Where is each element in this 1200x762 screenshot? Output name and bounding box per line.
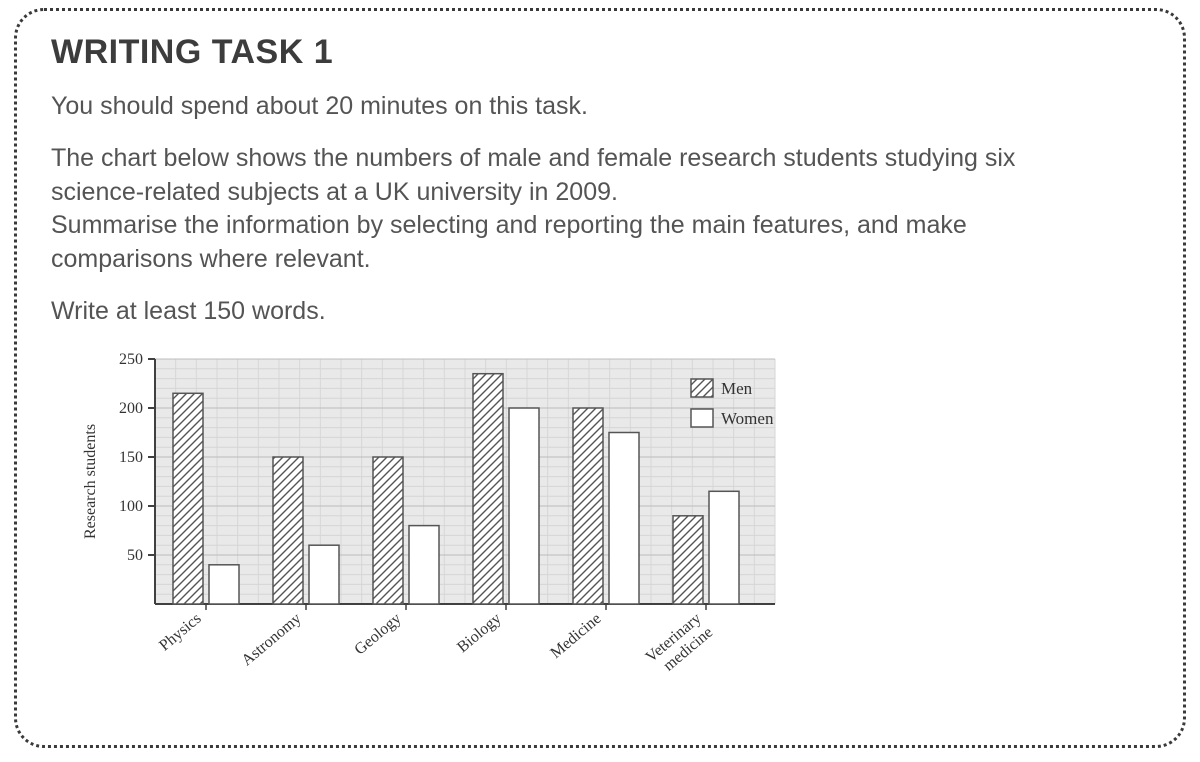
svg-text:50: 50 — [127, 547, 143, 564]
task-title: WRITING TASK 1 — [51, 33, 1155, 72]
svg-text:Women: Women — [721, 409, 774, 428]
task-prompt: The chart below shows the numbers of mal… — [51, 142, 1155, 277]
task-timing: You should spend about 20 minutes on thi… — [51, 90, 1155, 124]
chart: 50 100 150 200 250 Research students Physics As… — [65, 347, 1155, 692]
prompt-line: Summarise the information by selecting a… — [51, 211, 967, 239]
prompt-line: science-related subjects at a UK univers… — [51, 178, 618, 206]
task-box: WRITING TASK 1 You should spend about 20… — [14, 8, 1186, 748]
svg-text:Biology: Biology — [454, 610, 504, 656]
svg-text:100: 100 — [119, 498, 143, 515]
svg-text:Research students: Research students — [82, 423, 99, 538]
research-students-bar-chart: 50 100 150 200 250 Research students Physics As… — [65, 347, 805, 687]
svg-text:Geology: Geology — [351, 610, 404, 658]
prompt-line: comparisons where relevant. — [51, 245, 371, 273]
svg-text:200: 200 — [119, 400, 143, 417]
svg-text:Medicine: Medicine — [547, 610, 604, 662]
task-minwords: Write at least 150 words. — [51, 295, 1155, 329]
svg-text:Astronomy: Astronomy — [238, 610, 304, 669]
svg-text:150: 150 — [119, 449, 143, 466]
svg-text:Men: Men — [721, 379, 753, 398]
svg-text:Veterinarymedicine: Veterinarymedicine — [643, 610, 717, 680]
svg-text:Physics: Physics — [156, 610, 204, 654]
svg-text:250: 250 — [119, 351, 143, 368]
prompt-line: The chart below shows the numbers of mal… — [51, 144, 1015, 172]
